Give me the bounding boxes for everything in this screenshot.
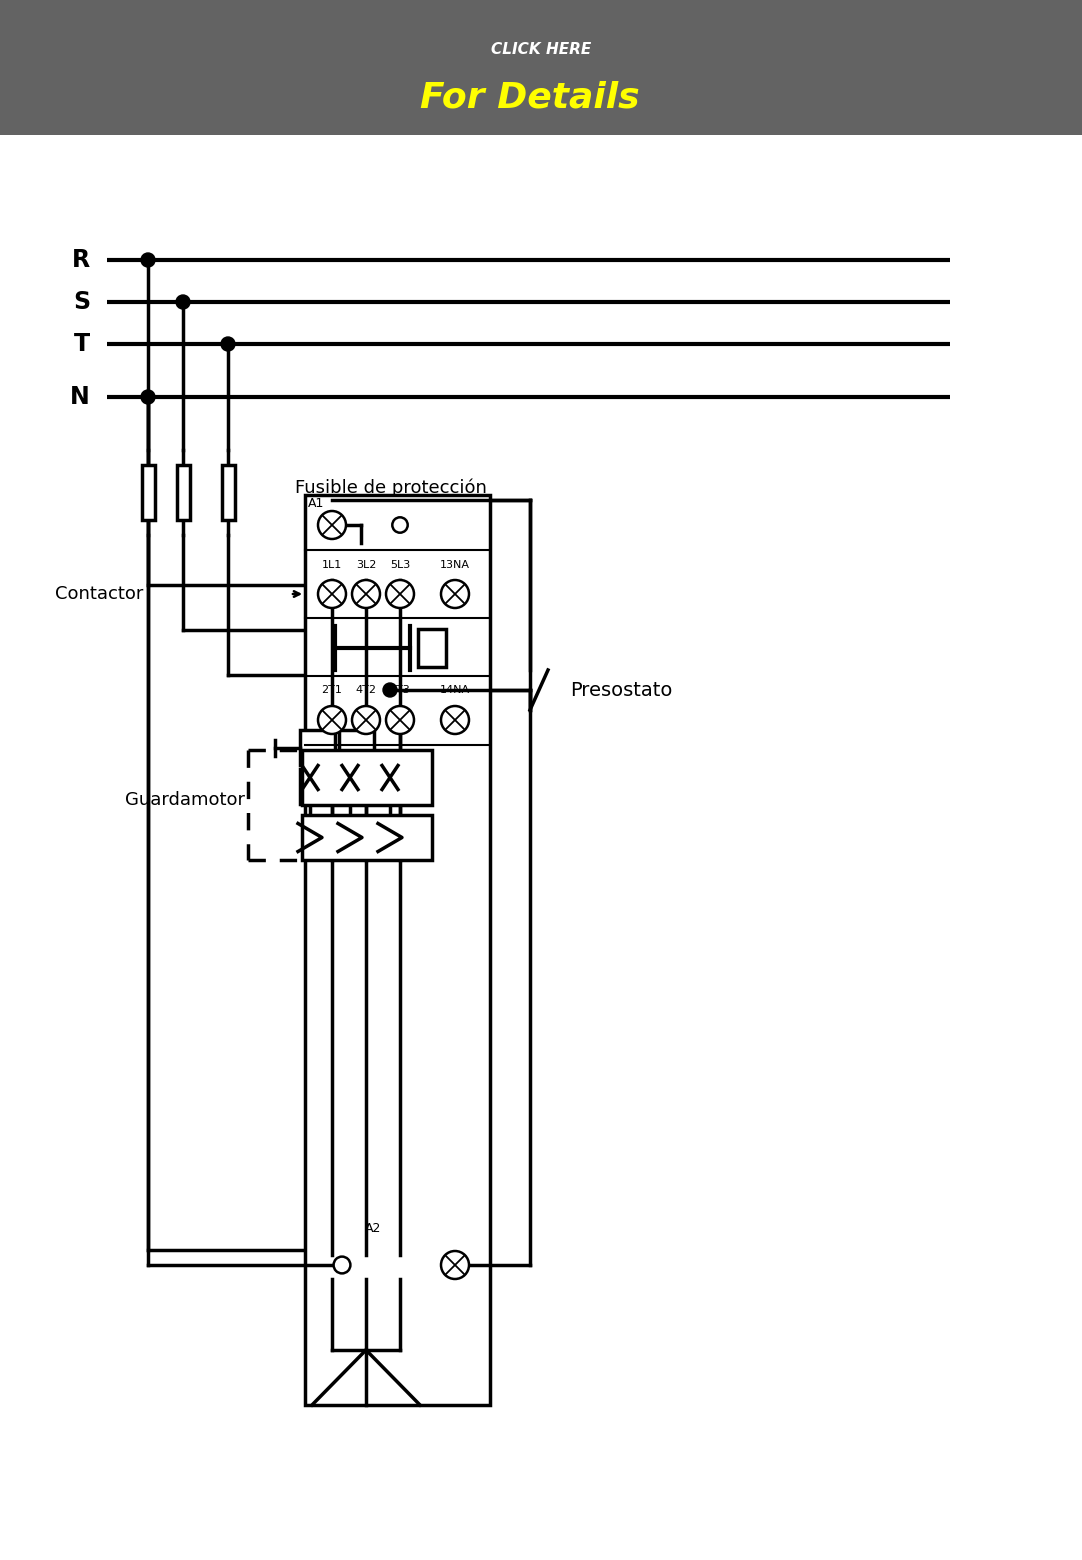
Text: CLICK HERE: CLICK HERE	[491, 42, 591, 58]
Circle shape	[386, 707, 414, 735]
Text: Presostato: Presostato	[570, 680, 672, 699]
Circle shape	[221, 337, 235, 351]
Text: 1L1: 1L1	[321, 560, 342, 569]
Circle shape	[141, 253, 155, 267]
Circle shape	[441, 707, 469, 735]
Bar	[339, 730, 374, 764]
Circle shape	[333, 1257, 351, 1273]
Bar	[176, 465, 189, 519]
Text: 4T2: 4T2	[356, 685, 377, 696]
Circle shape	[441, 1251, 469, 1279]
Text: For Details: For Details	[420, 80, 639, 114]
Bar	[302, 814, 432, 860]
Text: 3L2: 3L2	[356, 560, 377, 569]
Bar	[0, 0, 1082, 136]
Bar	[300, 769, 335, 803]
Circle shape	[352, 580, 380, 608]
Circle shape	[318, 580, 346, 608]
Circle shape	[318, 512, 346, 540]
Text: S: S	[72, 290, 90, 314]
Text: Guardamotor: Guardamotor	[126, 791, 245, 810]
Text: A2: A2	[365, 1221, 381, 1236]
Text: R: R	[71, 248, 90, 271]
Bar	[302, 750, 432, 805]
Text: 5L3: 5L3	[390, 560, 410, 569]
Circle shape	[318, 707, 346, 735]
Text: 13NA: 13NA	[440, 560, 470, 569]
Text: T: T	[74, 332, 90, 356]
Text: 2T1: 2T1	[321, 685, 342, 696]
Bar	[300, 730, 335, 764]
Text: 6T3: 6T3	[390, 685, 410, 696]
Bar	[142, 465, 155, 519]
Circle shape	[176, 295, 190, 309]
Bar	[222, 465, 235, 519]
Text: Fusible de protección: Fusible de protección	[295, 479, 487, 498]
Circle shape	[141, 390, 155, 404]
Text: 14NA: 14NA	[440, 685, 470, 696]
Circle shape	[386, 580, 414, 608]
Circle shape	[383, 683, 397, 697]
Circle shape	[393, 518, 408, 532]
Text: A1: A1	[308, 498, 325, 510]
Bar	[339, 769, 374, 803]
Bar	[305, 495, 490, 1406]
Text: Contactor: Contactor	[55, 585, 144, 604]
Circle shape	[352, 707, 380, 735]
Bar	[418, 629, 446, 668]
Circle shape	[441, 580, 469, 608]
Text: N: N	[70, 385, 90, 409]
